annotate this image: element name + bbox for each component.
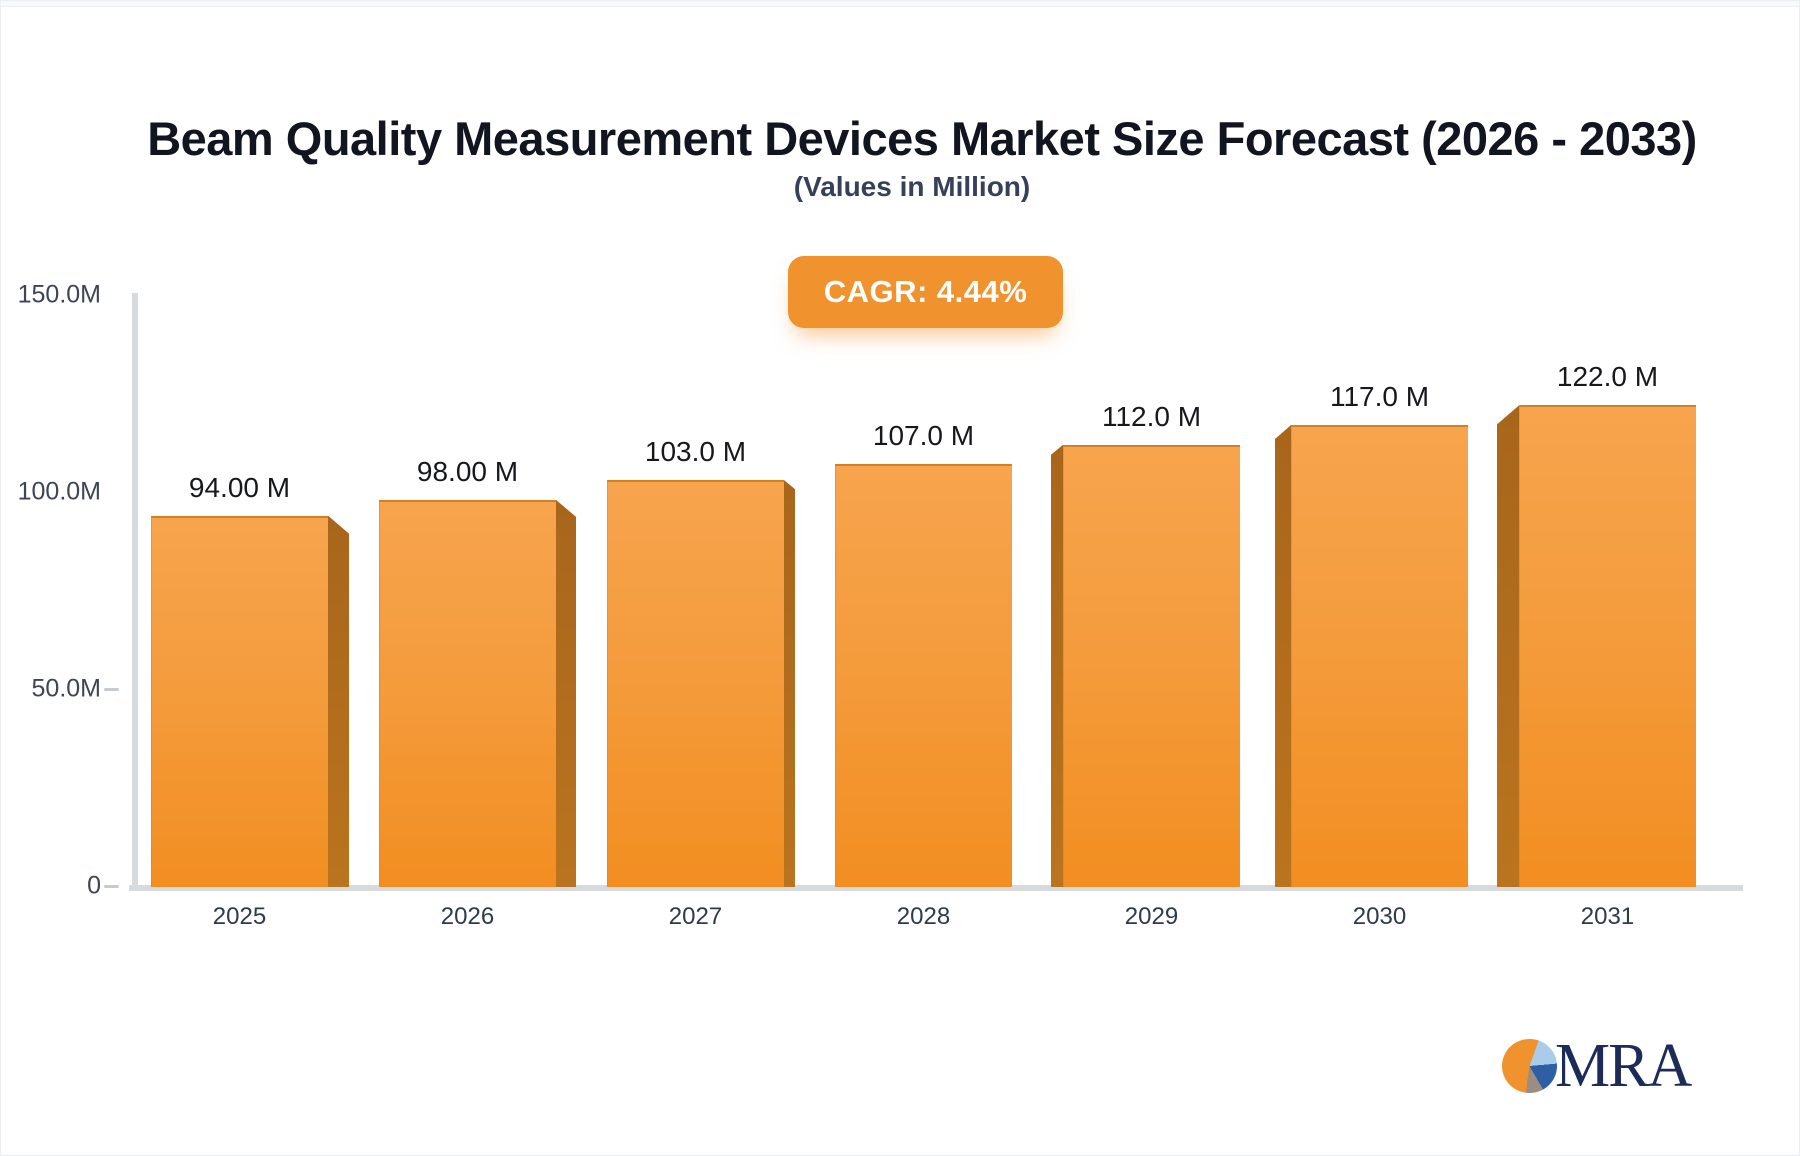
y-tick-dash [104, 688, 119, 691]
bar-side-face [556, 499, 576, 887]
bar-side-face [784, 480, 795, 887]
chart-title: Beam Quality Measurement Devices Market … [147, 112, 1697, 165]
y-tick-label: 100.0M [17, 477, 101, 506]
bar-value-label: 122.0 M [1556, 361, 1659, 393]
mra-logo-text: MRA [1555, 1032, 1692, 1100]
bar [607, 480, 784, 887]
bar [151, 515, 328, 887]
chart-subtitle: (Values in Million) [793, 171, 1031, 202]
x-axis-year-label: 2030 [1352, 903, 1407, 930]
x-axis-year-label: 2031 [1580, 903, 1635, 930]
y-axis-line [132, 293, 138, 891]
x-axis-year-label: 2025 [212, 903, 267, 930]
bar-side-face [1275, 425, 1291, 887]
bar-value-label: 117.0 M [1329, 381, 1430, 413]
cagr-badge-label: CAGR: 4.44% [823, 274, 1028, 309]
bar [1519, 405, 1696, 887]
bar-side-face [328, 515, 349, 887]
bar-value-label: 98.00 M [416, 455, 519, 487]
bar [1291, 425, 1468, 887]
x-axis-year-label: 2029 [1124, 903, 1179, 930]
page-top-strip [1, 1, 1799, 7]
bar-value-label: 107.0 M [872, 420, 975, 452]
x-axis-year-label: 2028 [896, 903, 951, 930]
bar [835, 464, 1012, 887]
pie-chart-icon [1502, 1039, 1557, 1093]
bar-value-label: 103.0 M [644, 436, 747, 468]
x-axis-year-label: 2027 [668, 903, 723, 930]
x-axis-year-label: 2026 [440, 903, 495, 930]
bar-side-face [1497, 405, 1519, 887]
bar [1063, 444, 1240, 887]
bar-side-face [1051, 444, 1063, 887]
y-tick-label: 0 [87, 871, 101, 900]
y-tick-label: 50.0M [31, 674, 101, 703]
bar-value-label: 112.0 M [1101, 400, 1202, 432]
bar [379, 499, 556, 887]
y-tick-label: 150.0M [17, 280, 101, 309]
bar-value-label: 94.00 M [188, 471, 291, 503]
cagr-badge: CAGR: 4.44% [788, 256, 1063, 328]
y-tick-dash [104, 885, 119, 888]
x-axis-line [129, 885, 1743, 891]
mra-logo: MRA [1502, 1032, 1692, 1100]
